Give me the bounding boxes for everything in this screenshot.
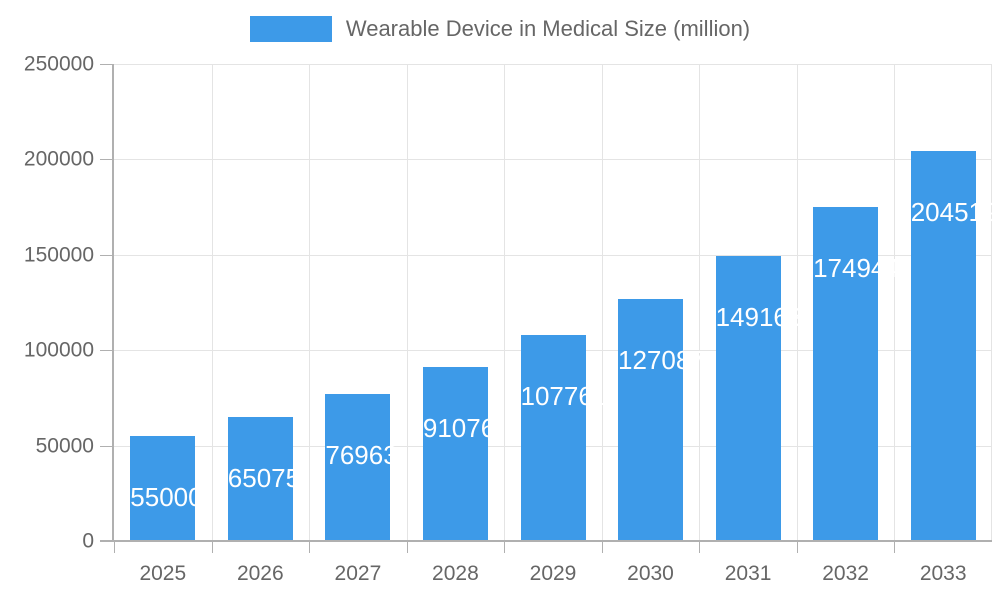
gridline-vertical (796, 64, 798, 541)
x-tick-label-2028: 2028 (432, 562, 479, 585)
x-tick-label-2031: 2031 (724, 562, 772, 585)
gridline-vertical (211, 64, 213, 541)
gridline-horizontal (114, 159, 992, 161)
x-axis-tick (601, 541, 603, 553)
x-tick-label-2029: 2029 (529, 562, 577, 585)
bar-2026[interactable] (227, 416, 293, 541)
plot-border-right (991, 64, 992, 541)
y-axis-tick (100, 254, 114, 256)
plot-area: 55000 65075 76963 91076 107761 127087 14… (114, 64, 997, 541)
x-tick-label-2025: 2025 (139, 562, 187, 585)
y-tick-label: 0 (82, 529, 94, 553)
x-axis-tick (894, 541, 896, 553)
chart-legend: Wearable Device in Medical Size (million… (0, 0, 1000, 58)
y-axis-tick (100, 445, 114, 447)
bar-2027[interactable] (325, 394, 391, 541)
y-tick-label: 250000 (23, 52, 94, 76)
x-tick-label-2033: 2033 (919, 562, 967, 585)
bar-2030[interactable] (618, 298, 683, 541)
x-tick-label-2027: 2027 (334, 562, 382, 585)
bar-2025[interactable] (130, 436, 196, 541)
x-axis-tick (796, 541, 798, 553)
gridline-vertical (309, 64, 311, 541)
gridline-horizontal (114, 254, 992, 256)
x-tick-label-2032: 2032 (822, 562, 869, 585)
gridline-vertical (601, 64, 603, 541)
y-axis-labels: 0 50000 100000 150000 200000 250000 (0, 0, 94, 600)
gridline-vertical (699, 64, 701, 541)
y-tick-label: 200000 (23, 147, 94, 171)
gridline-horizontal (114, 64, 992, 65)
gridline-vertical (504, 64, 506, 541)
bar-2029[interactable] (520, 335, 586, 541)
bar-2032[interactable] (813, 207, 879, 541)
legend-color-swatch (249, 16, 332, 42)
x-tick-label-2026: 2026 (236, 562, 284, 585)
y-tick-label: 100000 (23, 338, 94, 362)
y-tick-label: 150000 (23, 243, 94, 267)
bar-2031[interactable] (715, 256, 781, 541)
bar-2033[interactable] (910, 150, 976, 541)
x-axis-tick (309, 541, 311, 553)
bar-2028[interactable] (422, 367, 488, 541)
y-axis-tick (100, 350, 114, 352)
x-axis-tick (504, 541, 506, 553)
legend-item[interactable]: Wearable Device in Medical Size (million… (249, 16, 751, 42)
x-axis-tick (114, 541, 115, 553)
y-axis-tick (100, 64, 114, 65)
y-tick-label: 50000 (35, 434, 94, 458)
y-axis-tick (100, 159, 114, 161)
x-tick-label-2030: 2030 (627, 562, 674, 585)
y-axis-line (112, 64, 114, 542)
x-axis-tick (699, 541, 701, 553)
legend-label: Wearable Device in Medical Size (million… (345, 16, 751, 41)
x-axis-line (100, 540, 992, 542)
x-axis-tick (211, 541, 213, 553)
gridline-vertical (894, 64, 896, 541)
x-axis-tick (406, 541, 408, 553)
gridline-vertical (406, 64, 408, 541)
